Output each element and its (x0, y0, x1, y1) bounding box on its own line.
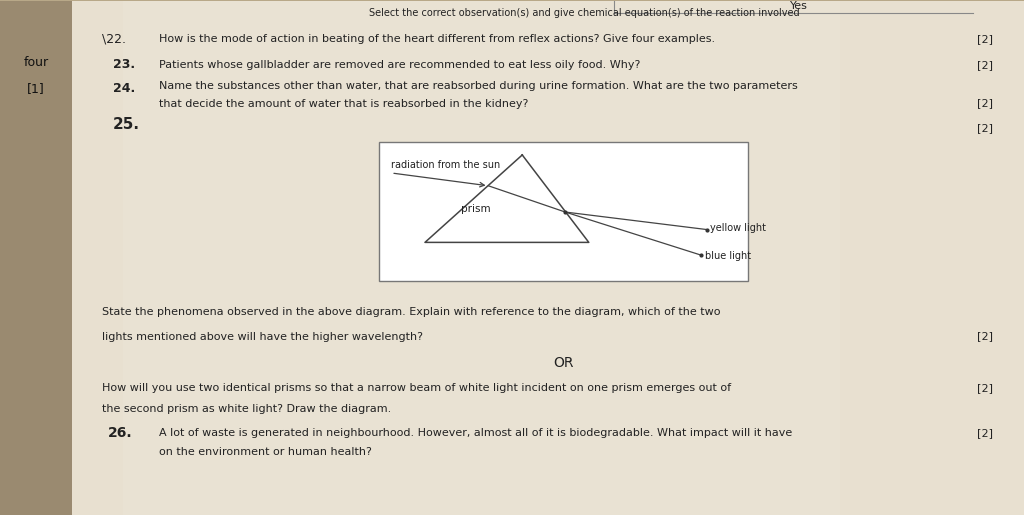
Text: OR: OR (553, 356, 573, 370)
Text: 26.: 26. (108, 426, 132, 440)
Text: How will you use two identical prisms so that a narrow beam of white light incid: How will you use two identical prisms so… (102, 383, 731, 393)
Text: [2]: [2] (977, 98, 993, 109)
Bar (0, 1, 72, 515)
Text: on the environment or human health?: on the environment or human health? (159, 447, 372, 457)
Text: A lot of waste is generated in neighbourhood. However, almost all of it is biode: A lot of waste is generated in neighbour… (159, 427, 792, 438)
Text: \22.: \22. (102, 33, 126, 46)
Text: yellow light: yellow light (710, 223, 766, 233)
Text: 24.: 24. (113, 81, 135, 95)
Text: [2]: [2] (977, 60, 993, 70)
Text: lights mentioned above will have the higher wavelength?: lights mentioned above will have the hig… (102, 332, 423, 341)
Text: prism: prism (461, 204, 490, 214)
Text: [2]: [2] (977, 34, 993, 44)
Text: four: four (24, 56, 48, 69)
Text: [2]: [2] (977, 383, 993, 393)
Text: Name the substances other than water, that are reabsorbed during urine formation: Name the substances other than water, th… (159, 80, 798, 91)
Text: 23.: 23. (113, 58, 135, 72)
Text: the second prism as white light? Draw the diagram.: the second prism as white light? Draw th… (102, 404, 391, 414)
Text: radiation from the sun: radiation from the sun (391, 160, 501, 170)
Text: Select the correct observation(s) and give chemical equation(s) of the reaction : Select the correct observation(s) and gi… (369, 8, 800, 19)
Text: [2]: [2] (977, 427, 993, 438)
Text: [2]: [2] (977, 332, 993, 341)
Text: 25.: 25. (113, 116, 139, 132)
Bar (123, 1, 840, 515)
Bar (379, 142, 748, 281)
Text: Patients whose gallbladder are removed are recommended to eat less oily food. Wh: Patients whose gallbladder are removed a… (159, 60, 640, 70)
Text: How is the mode of action in beating of the heart different from reflex actions?: How is the mode of action in beating of … (159, 34, 715, 44)
Text: blue light: blue light (705, 251, 751, 261)
Text: Yes: Yes (790, 2, 808, 11)
Text: that decide the amount of water that is reabsorbed in the kidney?: that decide the amount of water that is … (159, 98, 528, 109)
Text: State the phenomena observed in the above diagram. Explain with reference to the: State the phenomena observed in the abov… (102, 307, 721, 317)
Text: [2]: [2] (977, 123, 993, 133)
Text: [1]: [1] (27, 81, 45, 95)
